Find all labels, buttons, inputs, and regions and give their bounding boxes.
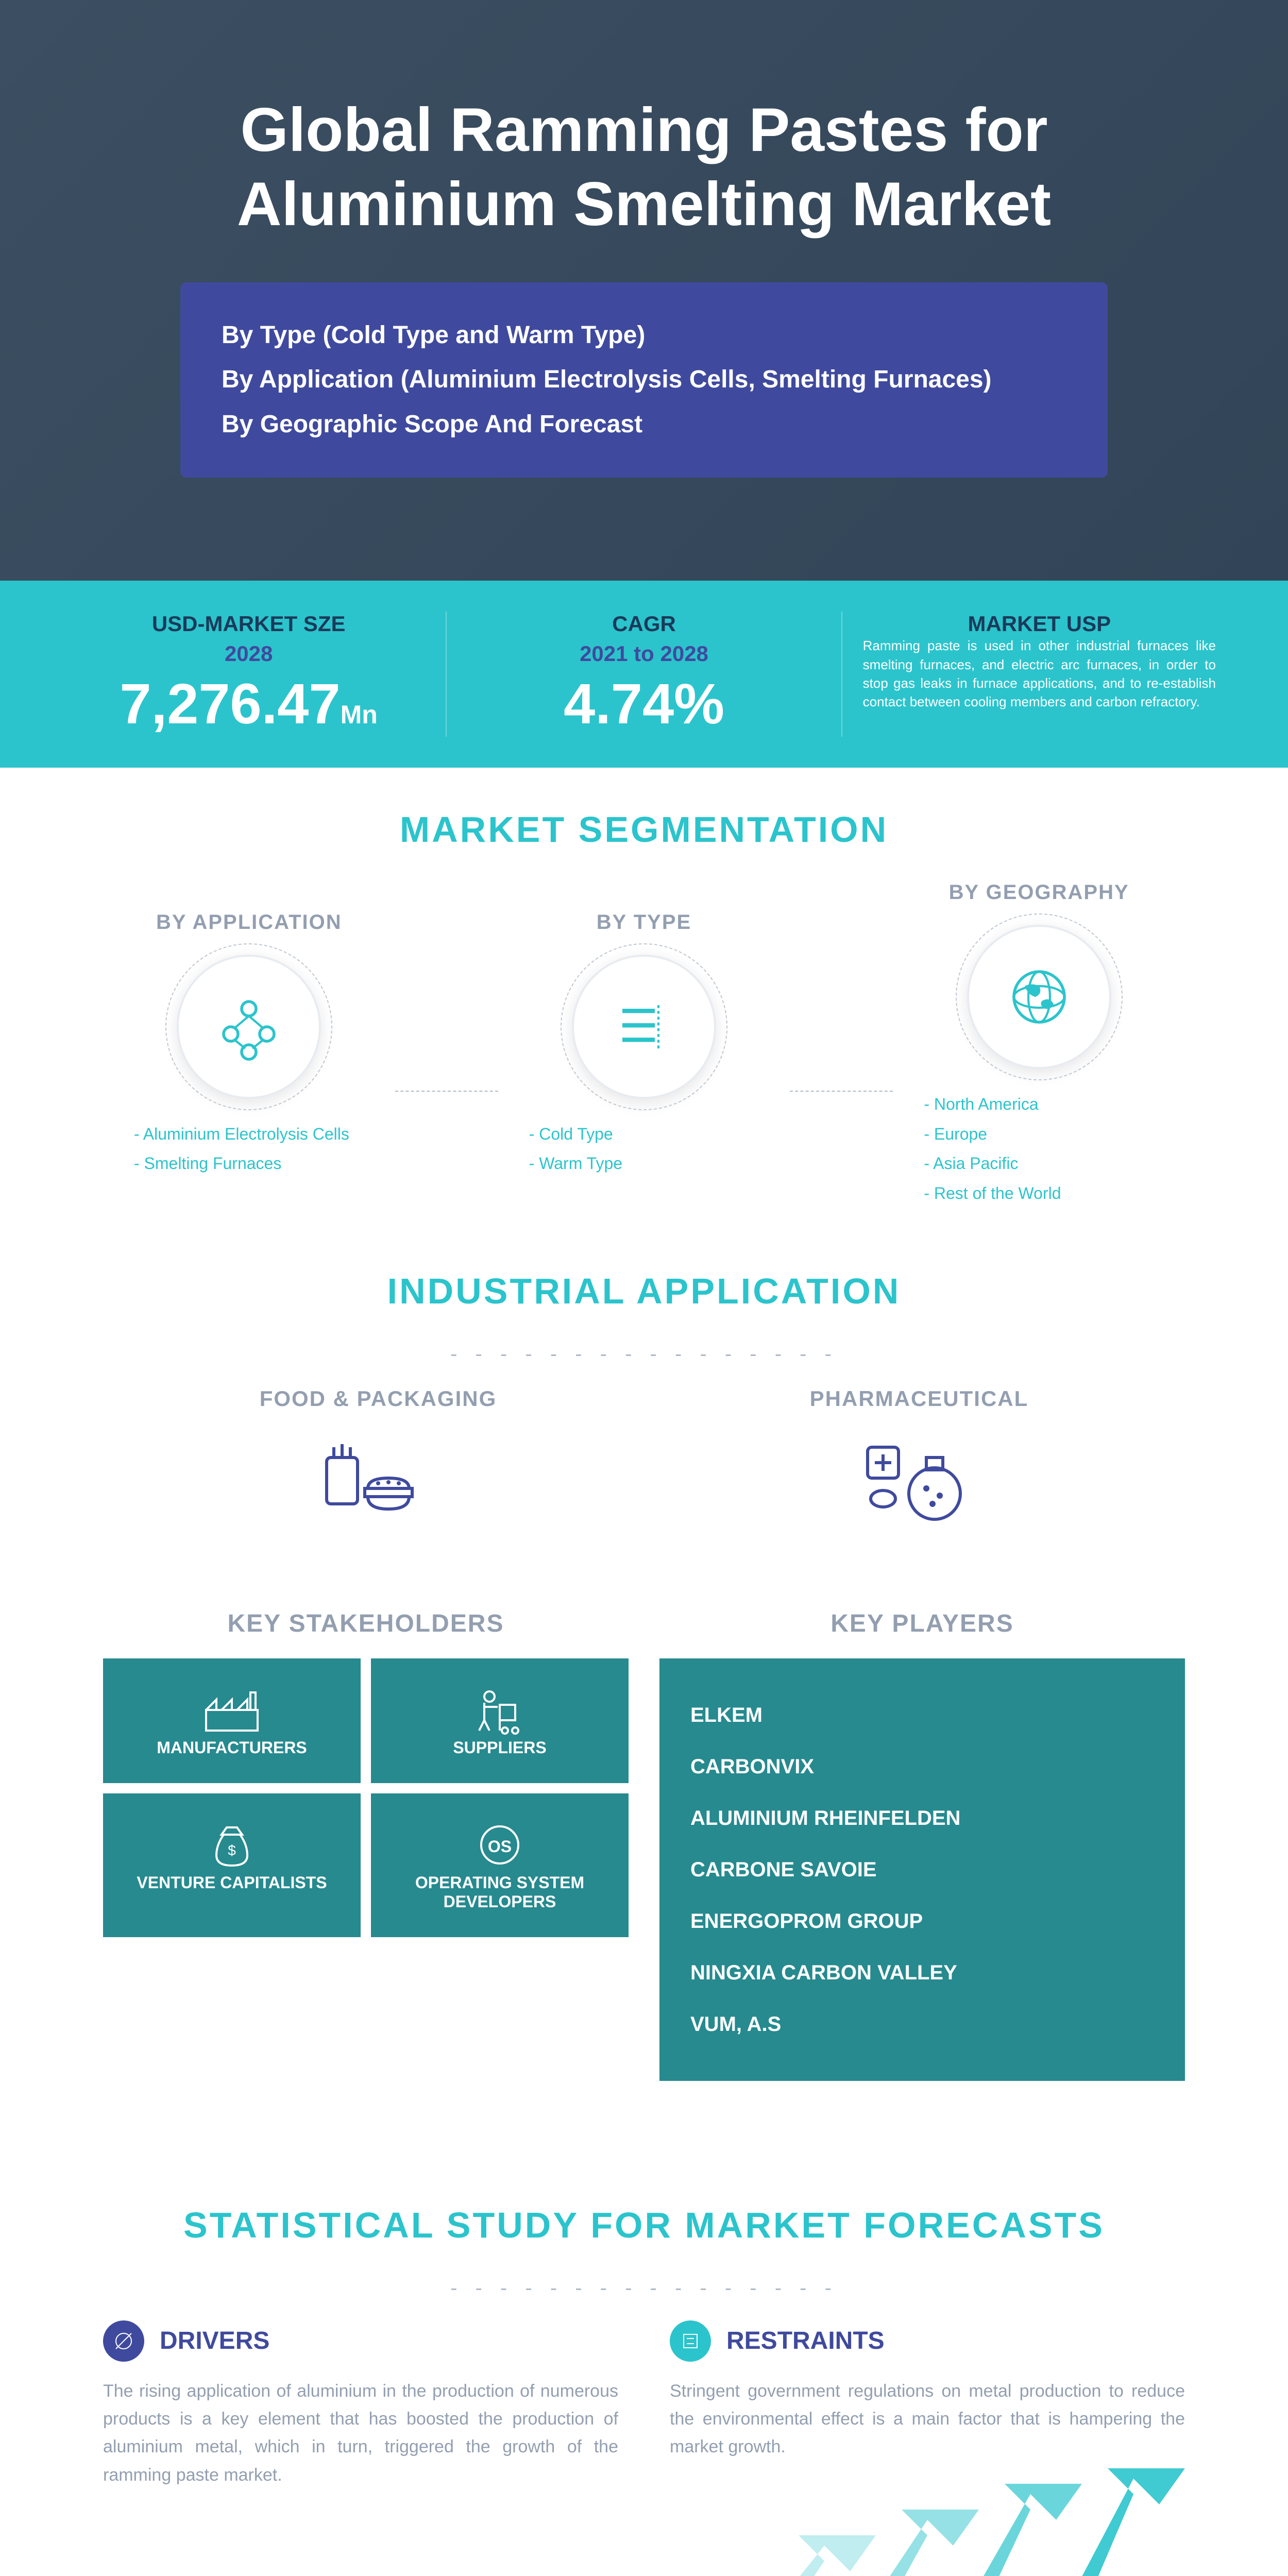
player-item: CARBONVIX bbox=[690, 1741, 1154, 1792]
arrows-graphic bbox=[0, 2468, 1288, 2576]
stake-label: VENTURE CAPITALISTS bbox=[118, 1873, 345, 1892]
hero-subtitle-box: By Type (Cold Type and Warm Type) By App… bbox=[180, 282, 1108, 478]
restraints-col: RESTRAINTS Stringent government regulati… bbox=[670, 2320, 1185, 2489]
divider: - - - - - - - - - - - - - - - - bbox=[103, 2277, 1185, 2300]
players-box: KEY PLAYERS ELKEM CARBONVIX ALUMINIUM RH… bbox=[659, 1609, 1185, 2081]
player-item: ALUMINIUM RHEINFELDEN bbox=[690, 1792, 1154, 1844]
list-item: - Aluminium Electrolysis Cells bbox=[134, 1120, 395, 1149]
seg-connector bbox=[395, 1091, 498, 1092]
seg-app-list: - Aluminium Electrolysis Cells - Smeltin… bbox=[103, 1120, 395, 1179]
restraints-head: RESTRAINTS bbox=[670, 2320, 1185, 2362]
seg-type: BY TYPE - Cold Type - Warm Type bbox=[498, 911, 790, 1179]
list-item: - Asia Pacific bbox=[924, 1149, 1185, 1179]
ind-pharma: PHARMACEUTICAL bbox=[810, 1386, 1029, 1537]
drivers-title: DRIVERS bbox=[160, 2327, 269, 2355]
player-item: VUM, A.S bbox=[690, 1998, 1154, 2050]
industrial-title: INDUSTRIAL APPLICATION bbox=[103, 1270, 1185, 1312]
stat-year: 2021 to 2028 bbox=[467, 641, 820, 666]
stake-label: SUPPLIERS bbox=[386, 1738, 613, 1757]
seg-type-icon bbox=[572, 955, 716, 1099]
stake-label: MANUFACTURERS bbox=[118, 1738, 345, 1757]
arrows-icon bbox=[0, 2468, 1288, 2576]
drivers-head: DRIVERS bbox=[103, 2320, 618, 2362]
stat-label: MARKET USP bbox=[863, 612, 1216, 636]
seg-geo-title: BY GEOGRAPHY bbox=[893, 881, 1185, 904]
stat-usp-text: Ramming paste is used in other industria… bbox=[863, 636, 1216, 711]
divider: - - - - - - - - - - - - - - - - bbox=[103, 1343, 1185, 1366]
hero-line: By Geographic Scope And Forecast bbox=[222, 402, 1066, 447]
stat-year: 2028 bbox=[72, 641, 425, 666]
seg-geo-list: - North America - Europe - Asia Pacific … bbox=[893, 1090, 1185, 1208]
seg-connector bbox=[790, 1091, 893, 1092]
svg-text:OS: OS bbox=[488, 1837, 512, 1856]
globe-icon bbox=[1003, 961, 1075, 1033]
seg-app-icon bbox=[177, 955, 321, 1099]
ind-food-label: FOOD & PACKAGING bbox=[260, 1386, 497, 1411]
stake-vc: $ VENTURE CAPITALISTS bbox=[103, 1793, 361, 1937]
forecast-section: STATISTICAL STUDY FOR MARKET FORECASTS -… bbox=[0, 2132, 1288, 2520]
drivers-col: DRIVERS The rising application of alumin… bbox=[103, 2320, 618, 2489]
forecast-row: DRIVERS The rising application of alumin… bbox=[103, 2320, 1185, 2489]
stat-usp: MARKET USP Ramming paste is used in othe… bbox=[842, 612, 1236, 737]
seg-geography: BY GEOGRAPHY - North America - Europe - … bbox=[893, 881, 1185, 1208]
stat-value: 7,276.47Mn bbox=[72, 671, 425, 737]
stake-os-dev: OS OPERATING SYSTEM DEVELOPERS bbox=[371, 1793, 629, 1937]
factory-icon bbox=[201, 1684, 263, 1736]
players-title: KEY PLAYERS bbox=[659, 1609, 1185, 1638]
stat-label: USD-MARKET SZE bbox=[72, 612, 425, 636]
list-item: - Cold Type bbox=[529, 1120, 790, 1149]
restraints-title: RESTRAINTS bbox=[726, 2327, 885, 2355]
player-item: ELKEM bbox=[690, 1689, 1154, 1741]
player-item: CARBONE SAVOIE bbox=[690, 1844, 1154, 1895]
seg-application: BY APPLICATION - Aluminium Electrolysis … bbox=[103, 911, 395, 1179]
stat-value: 4.74% bbox=[467, 671, 820, 737]
stake-label: OPERATING SYSTEM DEVELOPERS bbox=[386, 1873, 613, 1911]
player-item: NINGXIA CARBON VALLEY bbox=[690, 1947, 1154, 1998]
restraints-text: Stringent government regulations on meta… bbox=[670, 2377, 1185, 2461]
stake-suppliers: SUPPLIERS bbox=[371, 1658, 629, 1783]
restraints-icon bbox=[670, 2320, 711, 2362]
seg-type-title: BY TYPE bbox=[498, 911, 790, 934]
page-title: Global Ramming Pastes for Aluminium Smel… bbox=[103, 93, 1185, 241]
segmentation-row: BY APPLICATION - Aluminium Electrolysis … bbox=[0, 881, 1288, 1208]
stat-cagr: CAGR 2021 to 2028 4.74% bbox=[447, 612, 842, 737]
seg-geo-icon bbox=[967, 925, 1111, 1069]
player-item: ENERGOPROM GROUP bbox=[690, 1895, 1154, 1947]
molecule-icon bbox=[213, 991, 285, 1063]
industrial-section: INDUSTRIAL APPLICATION - - - - - - - - -… bbox=[0, 1209, 1288, 1609]
hero-line: By Application (Aluminium Electrolysis C… bbox=[222, 358, 1066, 402]
ind-food: FOOD & PACKAGING bbox=[260, 1386, 497, 1537]
forecast-title: STATISTICAL STUDY FOR MARKET FORECASTS bbox=[103, 2205, 1185, 2246]
stakeholders-players-row: KEY STAKEHOLDERS MANUFACTURERS SUPPLIERS… bbox=[0, 1609, 1288, 2132]
drivers-icon bbox=[103, 2320, 144, 2362]
hero-line: By Type (Cold Type and Warm Type) bbox=[222, 313, 1066, 358]
players-list: ELKEM CARBONVIX ALUMINIUM RHEINFELDEN CA… bbox=[659, 1658, 1185, 2081]
seg-app-title: BY APPLICATION bbox=[103, 911, 395, 934]
money-bag-icon: $ bbox=[201, 1819, 263, 1871]
list-item: - Rest of the World bbox=[924, 1179, 1185, 1209]
stakeholders-title: KEY STAKEHOLDERS bbox=[103, 1609, 629, 1638]
list-item: - Europe bbox=[924, 1120, 1185, 1149]
industrial-row: FOOD & PACKAGING PHARMACEUTICAL bbox=[103, 1386, 1185, 1537]
supplier-icon bbox=[469, 1684, 531, 1736]
food-icon bbox=[311, 1432, 445, 1535]
stakeholders-grid: MANUFACTURERS SUPPLIERS $ VENTURE CAPITA… bbox=[103, 1658, 629, 1937]
segmentation-title: MARKET SEGMENTATION bbox=[0, 809, 1288, 850]
stakeholders-box: KEY STAKEHOLDERS MANUFACTURERS SUPPLIERS… bbox=[103, 1609, 629, 2081]
stats-bar: USD-MARKET SZE 2028 7,276.47Mn CAGR 2021… bbox=[0, 581, 1288, 768]
list-icon bbox=[608, 991, 680, 1063]
svg-text:$: $ bbox=[228, 1842, 236, 1858]
pharma-icon bbox=[852, 1432, 986, 1535]
ind-pharma-label: PHARMACEUTICAL bbox=[810, 1386, 1029, 1411]
list-item: - Smelting Furnaces bbox=[134, 1149, 395, 1179]
hero-section: Global Ramming Pastes for Aluminium Smel… bbox=[0, 0, 1288, 581]
seg-type-list: - Cold Type - Warm Type bbox=[498, 1120, 790, 1179]
stake-manufacturers: MANUFACTURERS bbox=[103, 1658, 361, 1783]
stat-label: CAGR bbox=[467, 612, 820, 636]
stat-market-size: USD-MARKET SZE 2028 7,276.47Mn bbox=[52, 612, 447, 737]
list-item: - Warm Type bbox=[529, 1149, 790, 1179]
list-item: - North America bbox=[924, 1090, 1185, 1120]
os-icon: OS bbox=[469, 1819, 531, 1871]
